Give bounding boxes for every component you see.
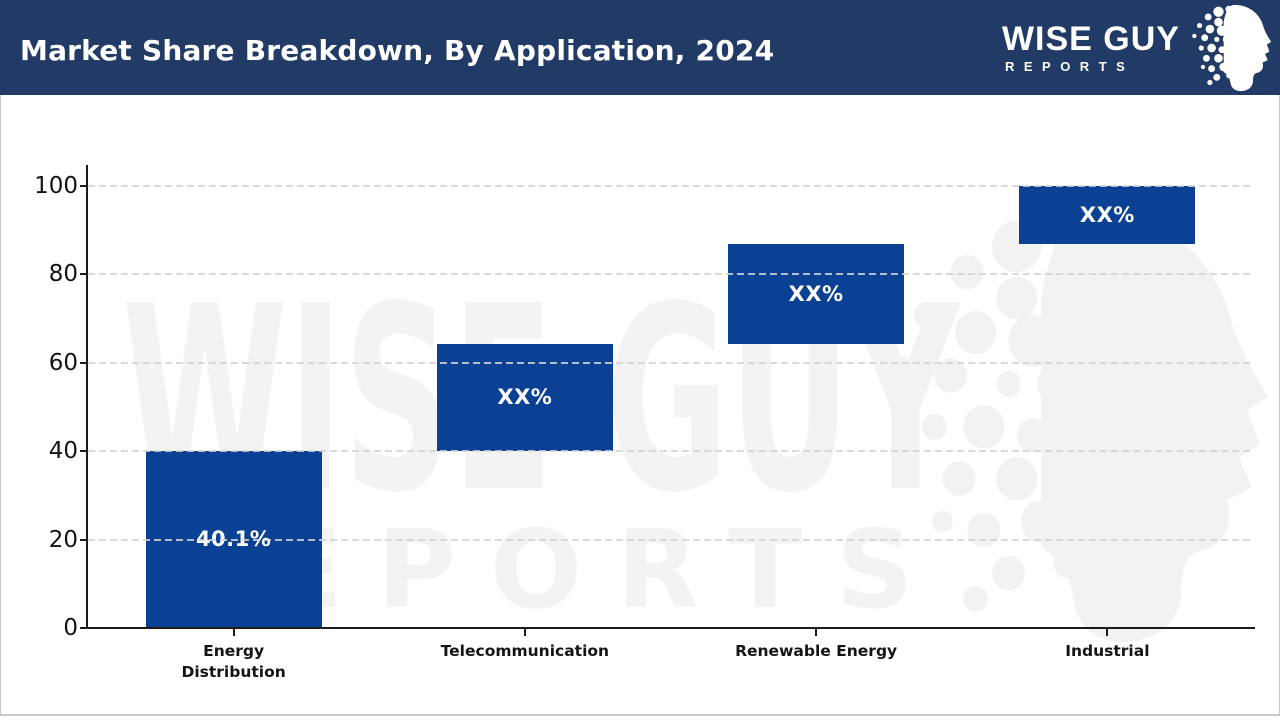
y-tick-mark (80, 538, 87, 541)
x-category-label-industrial: Industrial (1065, 642, 1150, 660)
brand-wordmark-line2: REPORTS (1004, 58, 1135, 74)
x-tick-mark (815, 629, 818, 636)
brand-logo: WISE GUY REPORTS (1002, 0, 1272, 95)
gridline-60 (88, 361, 1253, 364)
bar-industrial: XX% (1019, 186, 1196, 244)
brand-wordmark: WISE GUY REPORTS (1002, 22, 1180, 74)
y-tick-label: 40 (48, 438, 78, 465)
y-tick-label: 60 (48, 349, 78, 376)
y-tick-label: 0 (63, 615, 78, 641)
y-tick-mark (80, 273, 87, 276)
y-tick-label: 20 (48, 526, 78, 553)
y-tick-label: 100 (34, 173, 78, 199)
y-axis (86, 165, 88, 629)
x-category-label-energy-distribution: Energy Distribution (181, 642, 286, 681)
gridline-80 (88, 273, 1253, 276)
x-category-label-telecommunication: Telecommunication (440, 642, 610, 660)
bar-telecommunication: XX% (436, 343, 613, 451)
y-tick-mark (80, 361, 87, 364)
y-tick-label: 80 (48, 261, 78, 288)
brand-head-icon (1192, 4, 1272, 91)
x-category-label-renewable-energy: Renewable Energy (735, 642, 898, 660)
x-tick-mark (523, 629, 526, 636)
x-tick-mark (1106, 629, 1109, 636)
y-tick-mark (80, 450, 87, 453)
gridline-40 (88, 450, 1253, 453)
bar-value-label: XX% (1079, 202, 1135, 227)
bar-value-label: XX% (788, 281, 844, 306)
gridline-100 (88, 185, 1253, 187)
page-title: Market Share Breakdown, By Application, … (20, 34, 775, 67)
y-tick-mark (80, 185, 87, 187)
bar-value-label: XX% (497, 385, 553, 410)
brand-wordmark-line1: WISE GUY (1001, 19, 1180, 58)
bar-renewable-energy: XX% (728, 243, 905, 344)
x-axis (86, 627, 1255, 629)
header-bar: Market Share Breakdown, By Application, … (0, 0, 1280, 95)
gridline-20 (88, 538, 1253, 541)
watermark-head-icon (891, 212, 1268, 642)
x-tick-mark (232, 629, 235, 636)
y-tick-mark (80, 627, 87, 629)
